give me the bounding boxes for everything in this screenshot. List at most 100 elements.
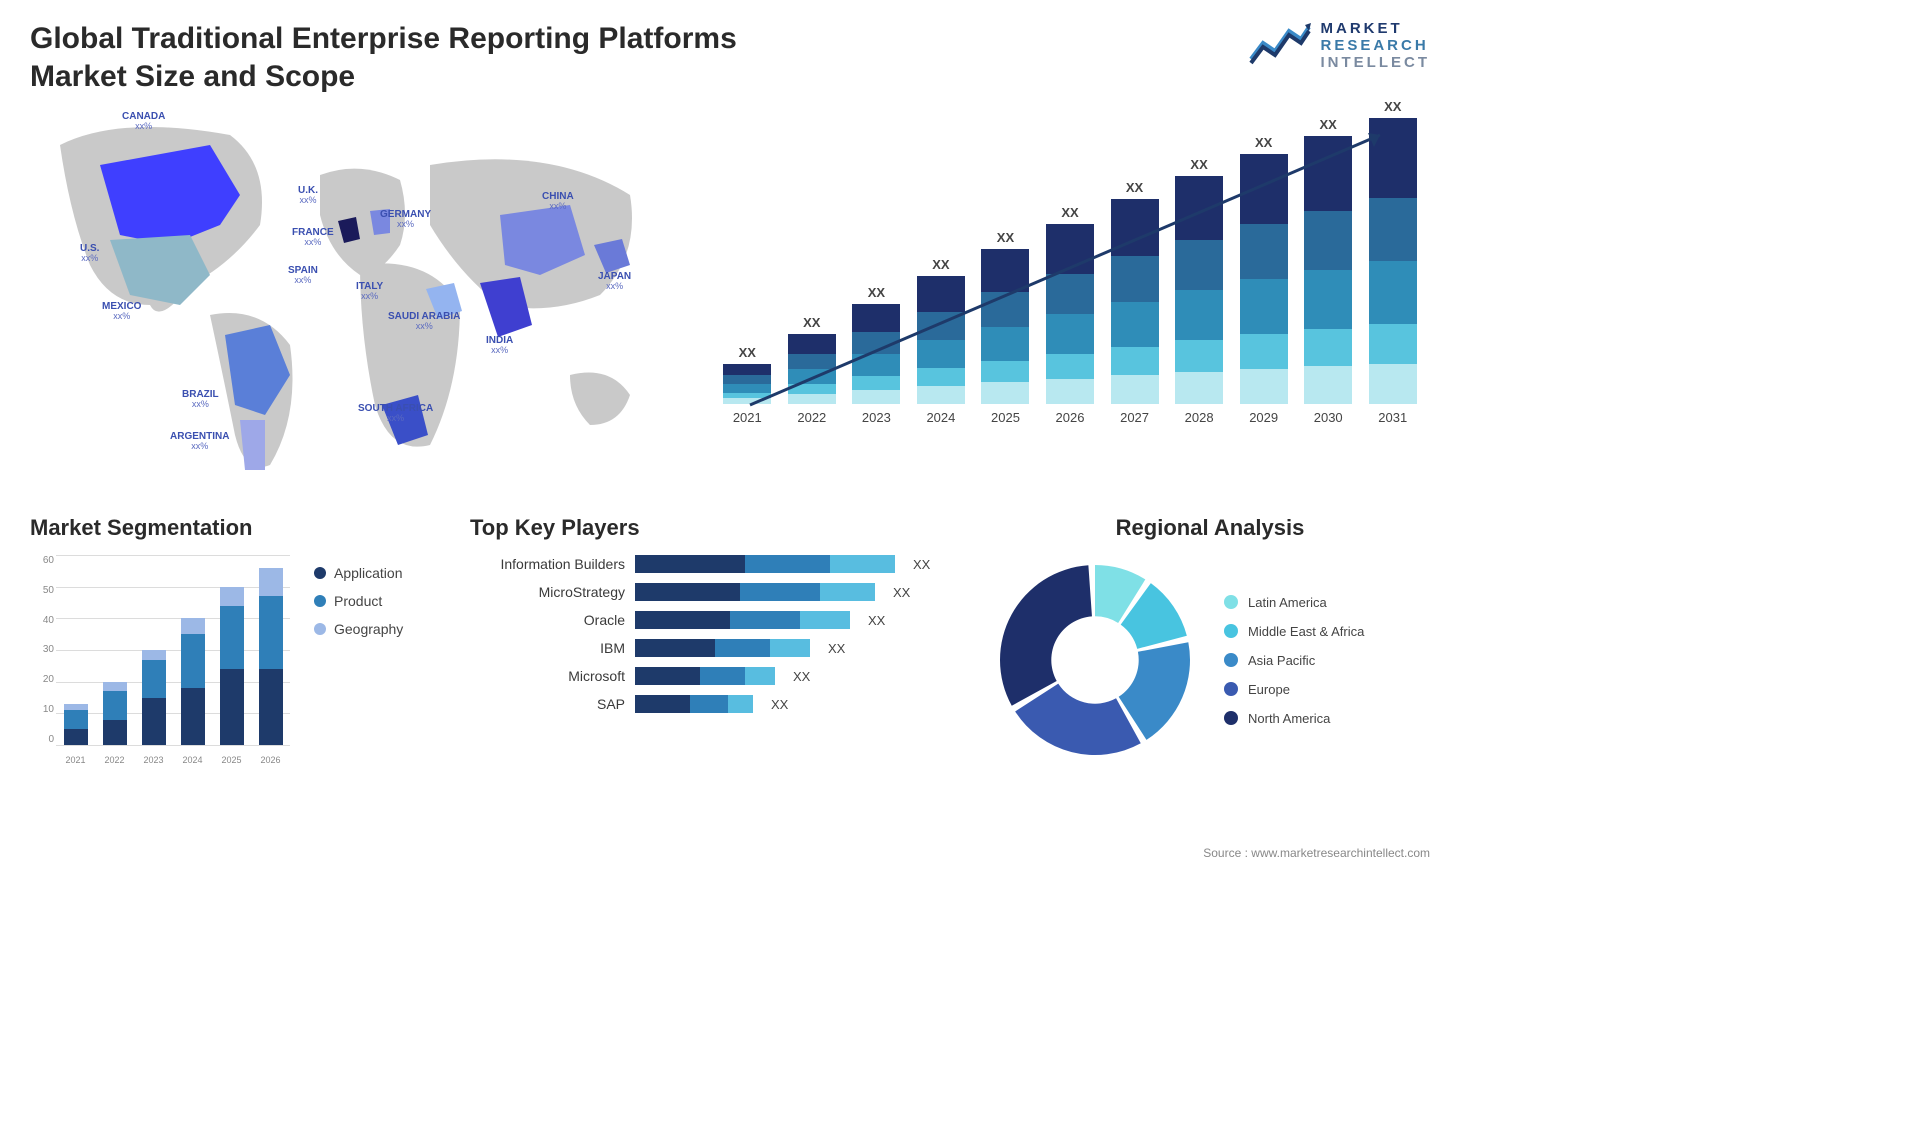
segmentation-bar-2026 <box>259 568 283 745</box>
growth-value-label: XX <box>1126 180 1143 195</box>
map-label-mexico: MEXICOxx% <box>102 301 141 322</box>
page-title: Global Traditional Enterprise Reporting … <box>30 20 790 95</box>
growth-bar-2028: XX 2028 <box>1172 157 1227 425</box>
growth-year-label: 2026 <box>1056 410 1085 425</box>
segmentation-legend-item: Application <box>314 565 403 581</box>
player-name: MicroStrategy <box>470 584 625 600</box>
player-bar <box>635 611 850 629</box>
map-label-south-africa: SOUTH AFRICAxx% <box>358 403 433 424</box>
map-label-saudi-arabia: SAUDI ARABIAxx% <box>388 311 460 332</box>
player-value: XX <box>771 697 788 712</box>
map-label-argentina: ARGENTINAxx% <box>170 431 229 452</box>
segmentation-legend-item: Product <box>314 593 403 609</box>
map-label-brazil: BRAZILxx% <box>182 389 219 410</box>
key-players-title: Top Key Players <box>470 515 960 541</box>
player-row: Microsoft XX <box>470 667 960 685</box>
player-value: XX <box>828 641 845 656</box>
player-value: XX <box>913 557 930 572</box>
growth-bar-2024: XX 2024 <box>914 257 969 425</box>
growth-year-label: 2025 <box>991 410 1020 425</box>
player-row: SAP XX <box>470 695 960 713</box>
region-legend-item: Asia Pacific <box>1224 653 1364 668</box>
growth-value-label: XX <box>997 230 1014 245</box>
growth-value-label: XX <box>1320 117 1337 132</box>
segmentation-bar-2022 <box>103 682 127 745</box>
regional-donut <box>990 555 1200 765</box>
growth-value-label: XX <box>932 257 949 272</box>
growth-value-label: XX <box>868 285 885 300</box>
logo-text-1: MARKET <box>1321 20 1431 37</box>
map-label-u-k-: U.K.xx% <box>298 185 318 206</box>
regional-title: Regional Analysis <box>990 515 1430 541</box>
growth-chart: XX2021XX2022XX2023XX2024XX2025XX2026XX20… <box>710 105 1430 485</box>
map-label-france: FRANCExx% <box>292 227 334 248</box>
growth-value-label: XX <box>1190 157 1207 172</box>
segmentation-bar-2021 <box>64 704 88 745</box>
logo-text-2: RESEARCH <box>1321 37 1431 54</box>
growth-bar-2030: XX 2030 <box>1301 117 1356 425</box>
region-legend-item: Latin America <box>1224 595 1364 610</box>
growth-value-label: XX <box>803 315 820 330</box>
growth-bar-2027: XX 2027 <box>1107 180 1162 425</box>
growth-value-label: XX <box>1061 205 1078 220</box>
map-label-canada: CANADAxx% <box>122 111 165 132</box>
growth-value-label: XX <box>1384 99 1401 114</box>
segmentation-legend: Application Product Geography <box>314 565 403 765</box>
brand-logo: MARKET RESEARCH INTELLECT <box>1249 20 1431 71</box>
donut-slice <box>1000 565 1092 706</box>
region-legend-item: Europe <box>1224 682 1364 697</box>
logo-icon <box>1249 21 1311 70</box>
growth-year-label: 2022 <box>797 410 826 425</box>
player-name: IBM <box>470 640 625 656</box>
player-name: Microsoft <box>470 668 625 684</box>
map-label-u-s-: U.S.xx% <box>80 243 99 264</box>
segmentation-panel: Market Segmentation 6050403020100 202120… <box>30 515 440 795</box>
key-players-panel: Top Key Players Information BuildersXXMi… <box>470 515 960 795</box>
segmentation-chart: 6050403020100 202120222023202420252026 <box>30 555 290 765</box>
map-label-china: CHINAxx% <box>542 191 574 212</box>
player-row: IBM XX <box>470 639 960 657</box>
growth-bar-2025: XX 2025 <box>978 230 1033 425</box>
growth-year-label: 2029 <box>1249 410 1278 425</box>
player-bar <box>635 555 895 573</box>
logo-text-3: INTELLECT <box>1321 54 1431 71</box>
segmentation-bar-2024 <box>181 618 205 745</box>
segmentation-bar-2023 <box>142 650 166 745</box>
player-bar <box>635 695 753 713</box>
player-value: XX <box>793 669 810 684</box>
player-bar <box>635 667 775 685</box>
key-players-chart: Information BuildersXXMicroStrategyXXOra… <box>470 555 960 713</box>
growth-year-label: 2023 <box>862 410 891 425</box>
source-label: Source : www.marketresearchintellect.com <box>1203 846 1430 860</box>
player-name: Information Builders <box>470 556 625 572</box>
segmentation-title: Market Segmentation <box>30 515 440 541</box>
growth-bar-2026: XX 2026 <box>1043 205 1098 425</box>
growth-year-label: 2030 <box>1314 410 1343 425</box>
player-value: XX <box>868 613 885 628</box>
growth-bar-2023: XX 2023 <box>849 285 904 425</box>
player-name: SAP <box>470 696 625 712</box>
growth-bar-2031: XX 2031 <box>1365 99 1420 425</box>
map-label-japan: JAPANxx% <box>598 271 631 292</box>
player-row: Oracle XX <box>470 611 960 629</box>
segmentation-legend-item: Geography <box>314 621 403 637</box>
player-row: MicroStrategyXX <box>470 583 960 601</box>
growth-year-label: 2028 <box>1185 410 1214 425</box>
growth-bar-2029: XX2029 <box>1236 135 1291 425</box>
regional-legend: Latin AmericaMiddle East & AfricaAsia Pa… <box>1224 595 1364 726</box>
growth-year-label: 2027 <box>1120 410 1149 425</box>
player-row: Information Builders XX <box>470 555 960 573</box>
growth-year-label: 2021 <box>733 410 762 425</box>
player-bar <box>635 583 875 601</box>
growth-bar-2022: XX 2022 <box>785 315 840 425</box>
map-label-india: INDIAxx% <box>486 335 513 356</box>
growth-year-label: 2024 <box>926 410 955 425</box>
segmentation-bar-2025 <box>220 587 244 745</box>
growth-bar-2021: XX2021 <box>720 345 775 425</box>
player-name: Oracle <box>470 612 625 628</box>
map-label-italy: ITALYxx% <box>356 281 383 302</box>
map-label-germany: GERMANYxx% <box>380 209 431 230</box>
growth-year-label: 2031 <box>1378 410 1407 425</box>
player-bar <box>635 639 810 657</box>
regional-panel: Regional Analysis Latin AmericaMiddle Ea… <box>990 515 1430 795</box>
